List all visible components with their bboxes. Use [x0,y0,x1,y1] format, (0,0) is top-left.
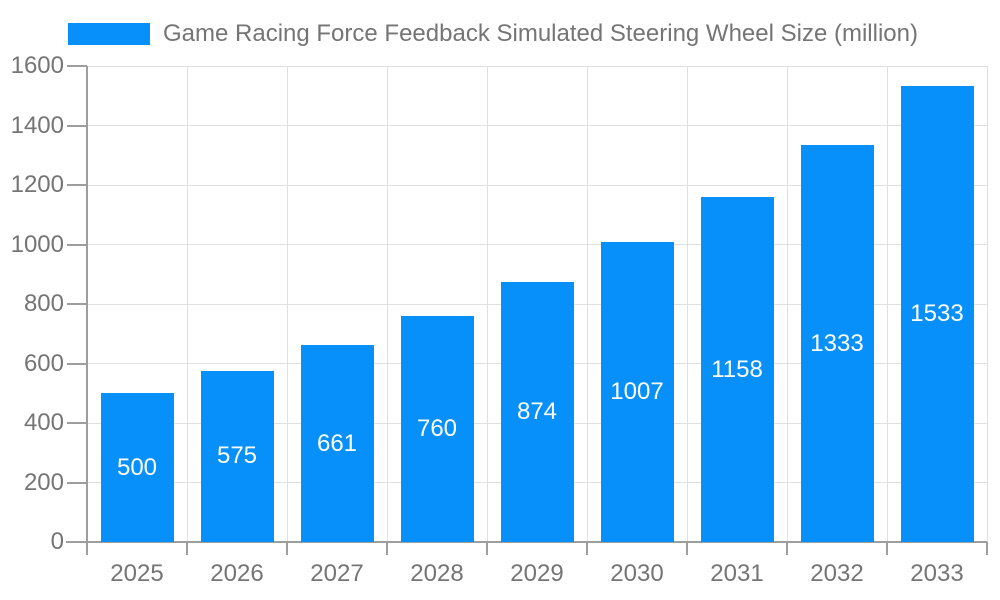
x-gridline [686,66,688,542]
x-tick-label: 2033 [910,560,964,587]
x-gridline [486,66,488,542]
x-gridline [886,66,888,542]
x-axis-tick [486,542,488,555]
bar: 661 [300,345,374,542]
y-axis-tick [67,362,87,365]
x-axis-tick [286,542,288,555]
x-axis-tick [886,542,888,555]
y-tick-label: 800 [23,290,64,317]
x-gridline [286,66,288,542]
y-gridline [87,244,987,245]
x-gridline [186,66,188,542]
x-tick-label: 2029 [510,560,564,587]
x-axis-tick [986,542,988,555]
x-tick-label: 2031 [710,560,764,587]
y-axis-line [86,66,88,542]
bar-value-label: 500 [116,453,158,481]
x-tick-label: 2025 [110,560,164,587]
bar: 575 [200,370,274,542]
x-axis-line [66,541,987,543]
y-axis-tick [67,422,87,424]
chart-legend: Game Racing Force Feedback Simulated Ste… [68,20,918,48]
bar: 1533 [900,85,974,542]
x-tick-label: 2032 [810,560,864,587]
x-gridline [586,66,588,542]
y-tick-label: 1400 [10,111,64,139]
y-axis-tick [67,303,87,305]
bar: 874 [500,281,574,542]
bar-value-label: 1333 [810,329,864,357]
y-axis-tick [67,184,87,186]
bar-value-label: 661 [316,429,358,457]
y-axis-tick [67,481,87,484]
x-tick-label: 2030 [610,560,664,587]
x-tick-label: 2026 [210,560,264,587]
bar-value-label: 1158 [711,355,763,383]
x-axis-tick [86,542,88,555]
y-axis-tick [67,243,87,246]
bar: 500 [100,393,174,542]
y-tick-label: 600 [23,349,64,377]
x-gridline [386,66,388,542]
x-axis-tick [386,542,388,555]
bar-value-label: 1007 [610,378,664,406]
y-tick-label: 1000 [10,230,64,258]
bar-value-label: 874 [516,397,558,425]
bar: 1333 [800,145,874,542]
x-tick-label: 2028 [410,560,464,587]
x-gridline [986,66,988,542]
y-axis-tick [67,124,87,127]
y-gridline [87,184,987,186]
legend-swatch [68,23,150,45]
y-gridline [87,65,987,67]
x-gridline [786,66,788,542]
bar-value-label: 1533 [910,299,964,327]
bar: 1158 [700,197,774,542]
y-tick-label: 1600 [10,52,64,79]
x-axis-tick [586,542,588,555]
bar-value-label: 575 [216,442,258,470]
x-axis-tick [786,542,788,555]
bar: 760 [400,315,474,542]
x-tick-label: 2027 [310,560,364,587]
y-tick-label: 0 [50,528,64,555]
bar: 1007 [600,242,674,542]
legend-label: Game Racing Force Feedback Simulated Ste… [163,20,918,47]
y-tick-label: 1200 [10,171,64,198]
x-axis-tick [186,542,188,555]
bar-value-label: 760 [416,414,458,442]
y-axis-tick [67,65,87,67]
x-axis-tick [686,542,688,555]
y-gridline [87,125,987,126]
y-tick-label: 200 [23,468,64,496]
y-tick-label: 400 [23,409,64,436]
